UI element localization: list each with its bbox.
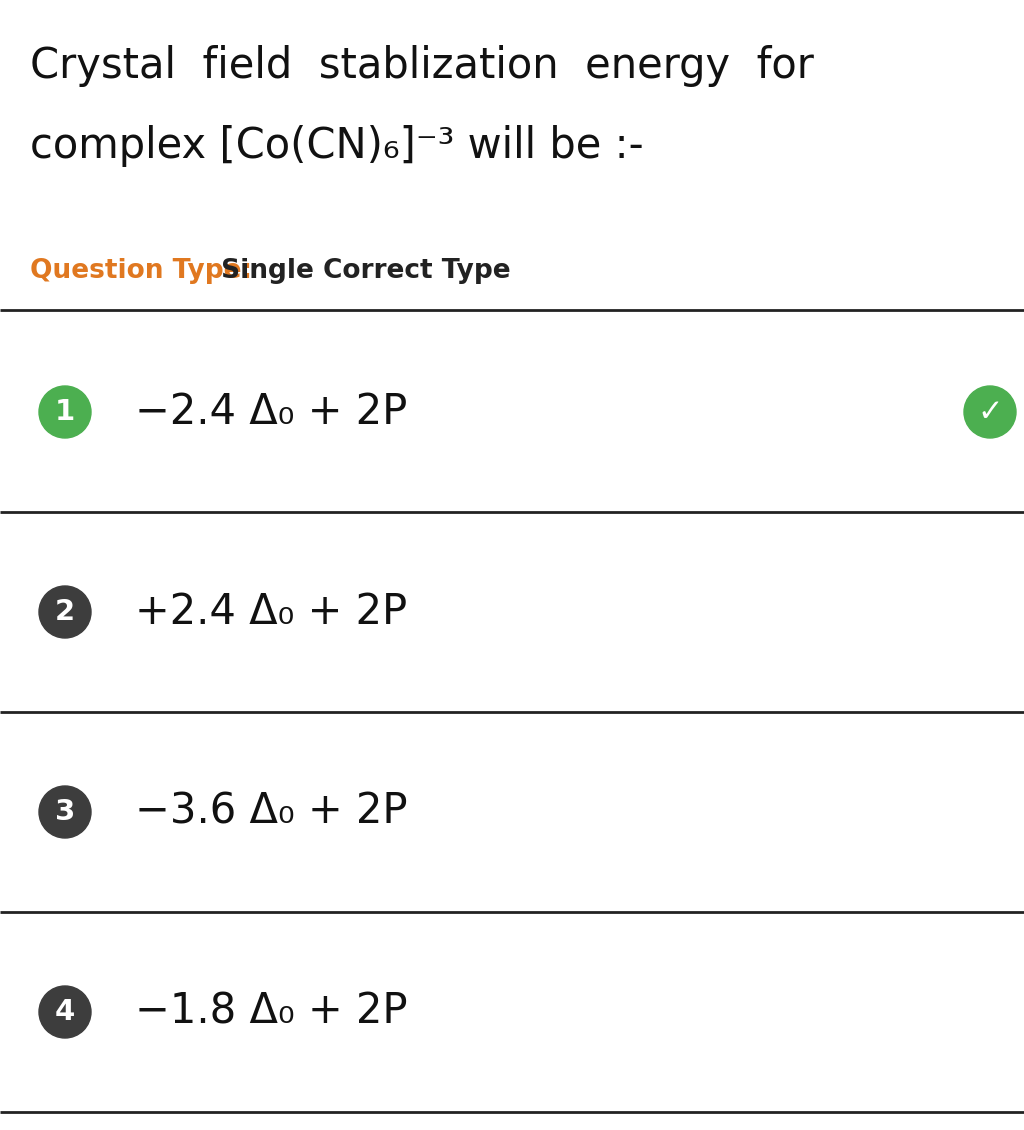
Text: −1.8 Δ₀ + 2P: −1.8 Δ₀ + 2P <box>135 991 408 1033</box>
Circle shape <box>39 586 91 638</box>
Text: −2.4 Δ₀ + 2P: −2.4 Δ₀ + 2P <box>135 391 408 433</box>
Circle shape <box>964 386 1016 438</box>
Text: Crystal  field  stablization  energy  for: Crystal field stablization energy for <box>30 45 814 87</box>
Text: ✓: ✓ <box>977 398 1002 426</box>
Circle shape <box>39 786 91 838</box>
Text: +2.4 Δ₀ + 2P: +2.4 Δ₀ + 2P <box>135 591 408 633</box>
Text: Single Correct Type: Single Correct Type <box>212 258 511 284</box>
Text: complex [Co(CN)₆]⁻³ will be :-: complex [Co(CN)₆]⁻³ will be :- <box>30 125 644 167</box>
Circle shape <box>39 986 91 1038</box>
Text: 3: 3 <box>55 798 75 826</box>
Text: 4: 4 <box>55 998 75 1026</box>
Text: 2: 2 <box>55 598 75 626</box>
Text: −3.6 Δ₀ + 2P: −3.6 Δ₀ + 2P <box>135 791 408 833</box>
Circle shape <box>39 386 91 438</box>
Text: 1: 1 <box>55 398 75 426</box>
Text: Question Type:: Question Type: <box>30 258 252 284</box>
